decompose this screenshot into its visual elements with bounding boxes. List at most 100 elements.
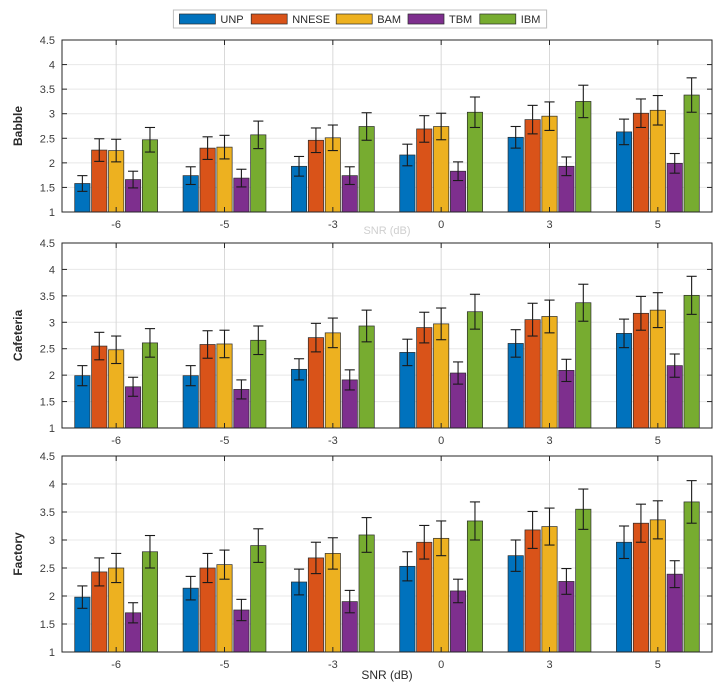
legend-swatch-nnese[interactable] — [250, 13, 288, 25]
xtick-label: 3 — [546, 219, 552, 231]
errorbar-nnese--6 — [94, 331, 105, 361]
errorbar-bam--3 — [327, 317, 338, 349]
errorbar-ibm--3 — [361, 112, 372, 141]
ytick-label: 3 — [49, 317, 55, 329]
errorbar-bam-3 — [544, 101, 555, 131]
errorbar-unp-0 — [402, 143, 413, 167]
xtick-label: 3 — [546, 659, 552, 671]
ytick-label: 1 — [49, 207, 55, 219]
bar-group-3 — [507, 488, 592, 653]
errorbar-bam--5 — [219, 134, 230, 160]
xtick-label: -6 — [111, 435, 121, 447]
errorbar-unp--5 — [185, 575, 196, 601]
errorbar-ibm--5 — [253, 325, 264, 356]
xtick-label: 3 — [546, 435, 552, 447]
errorbar-tbm-5 — [669, 353, 680, 378]
xtick-label: -3 — [328, 659, 338, 671]
errorbar-ibm-5 — [686, 480, 697, 524]
ytick-label: 1 — [49, 647, 55, 659]
errorbar-ibm--5 — [253, 528, 264, 563]
bar-group-5 — [616, 275, 700, 429]
y-axis-title-cafeteria: Cafeteria — [11, 309, 25, 361]
errorbar-bam-5 — [652, 500, 663, 540]
axis-frame — [61, 242, 713, 429]
errorbar-tbm--6 — [127, 602, 139, 624]
errorbar-ibm--3 — [361, 309, 372, 343]
chart-legend: UNP NNESE BAM TBM IBM — [172, 9, 548, 29]
legend-label-ibm: IBM — [521, 14, 541, 26]
ytick-label: 2.5 — [40, 344, 55, 356]
xtick-label: 0 — [438, 435, 444, 447]
errorbar-bam-5 — [652, 292, 663, 329]
bar-group-5 — [616, 77, 700, 213]
ytick-label: 4 — [49, 479, 55, 491]
errorbar-tbm-0 — [452, 578, 464, 604]
legend-swatch-unp[interactable] — [179, 13, 216, 25]
ytick-label: 4 — [49, 60, 55, 72]
bar-ibm-5[interactable] — [683, 501, 700, 653]
xtick-label: -6 — [111, 219, 121, 231]
errorbar-tbm--5 — [236, 379, 247, 400]
bar-ibm-5[interactable] — [683, 294, 700, 429]
y-axis-title-babble: Babble — [11, 106, 25, 146]
bar-group-0 — [399, 293, 483, 429]
legend-swatch-bam[interactable] — [335, 13, 373, 25]
bar-bam-5[interactable] — [649, 519, 666, 653]
errorbar-ibm-0 — [469, 96, 481, 129]
errorbar-tbm-3 — [561, 568, 572, 595]
errorbar-unp--6 — [77, 585, 88, 609]
bar-group-3 — [507, 283, 592, 429]
legend-label-nnese: NNESE — [292, 14, 330, 26]
errorbar-nnese-0 — [419, 524, 430, 560]
panel-cafeteria: 1 1.5 2 2.5 3 3.5 4 4.5 -6 -5 -3 0 3 5 Cafeteria — [11, 238, 713, 447]
ytick-label: 2 — [49, 591, 55, 603]
ytick-label: 4.5 — [40, 451, 55, 463]
ytick-label: 2 — [49, 158, 55, 170]
errorbar-tbm-3 — [561, 156, 572, 177]
errorbar-unp--3 — [293, 568, 305, 596]
ytick-label: 2.5 — [40, 133, 55, 145]
bar-group--6 — [74, 328, 158, 429]
xtick-label: -3 — [328, 435, 338, 447]
legend-swatch-ibm[interactable] — [479, 13, 517, 25]
xtick-label: -6 — [111, 659, 121, 671]
ytick-label: 1.5 — [40, 182, 55, 194]
bar-group-5 — [616, 480, 700, 653]
errorbar-nnese--3 — [310, 541, 322, 575]
ytick-label: 4.5 — [40, 238, 55, 250]
axis-frame — [61, 39, 713, 213]
errorbar-unp-3 — [510, 329, 521, 358]
bar-group-3 — [507, 84, 592, 213]
legend-swatch-tbm[interactable] — [407, 13, 445, 25]
errorbar-nnese-5 — [635, 503, 647, 543]
errorbar-unp--3 — [293, 155, 305, 177]
errorbar-tbm-5 — [669, 560, 680, 589]
errorbar-unp--6 — [77, 365, 88, 387]
errorbar-ibm--6 — [144, 534, 156, 569]
xtick-label: -5 — [220, 219, 230, 231]
errorbar-unp-0 — [402, 338, 413, 367]
errorbar-bam--6 — [111, 138, 122, 163]
bar-group--3 — [291, 517, 375, 653]
errorbar-nnese--3 — [310, 322, 322, 353]
errorbar-ibm--5 — [253, 120, 264, 150]
legend-label-bam: BAM — [377, 14, 401, 26]
errorbar-ibm--6 — [144, 126, 156, 153]
errorbar-nnese--6 — [94, 138, 105, 162]
errorbar-bam-0 — [436, 112, 447, 141]
ytick-label: 1.5 — [40, 397, 55, 409]
errorbar-nnese--5 — [202, 330, 213, 359]
errorbar-tbm--6 — [127, 170, 139, 189]
errorbar-tbm-0 — [452, 161, 464, 182]
bar-nnese-5[interactable] — [632, 112, 649, 213]
errorbar-ibm-0 — [469, 293, 481, 330]
errorbar-tbm--5 — [236, 598, 247, 622]
panel-factory: 1 1.5 2 2.5 3 3.5 4 4.5 -6 -5 -3 0 3 5 Factory — [11, 451, 713, 671]
bar-ibm-3[interactable] — [575, 508, 592, 653]
errorbar-tbm-0 — [452, 361, 464, 385]
ytick-label: 3 — [49, 535, 55, 547]
xtick-label: -3 — [328, 219, 338, 231]
ytick-label: 4 — [49, 264, 55, 276]
bar-ibm-0[interactable] — [466, 520, 483, 653]
errorbar-unp--3 — [293, 358, 305, 381]
